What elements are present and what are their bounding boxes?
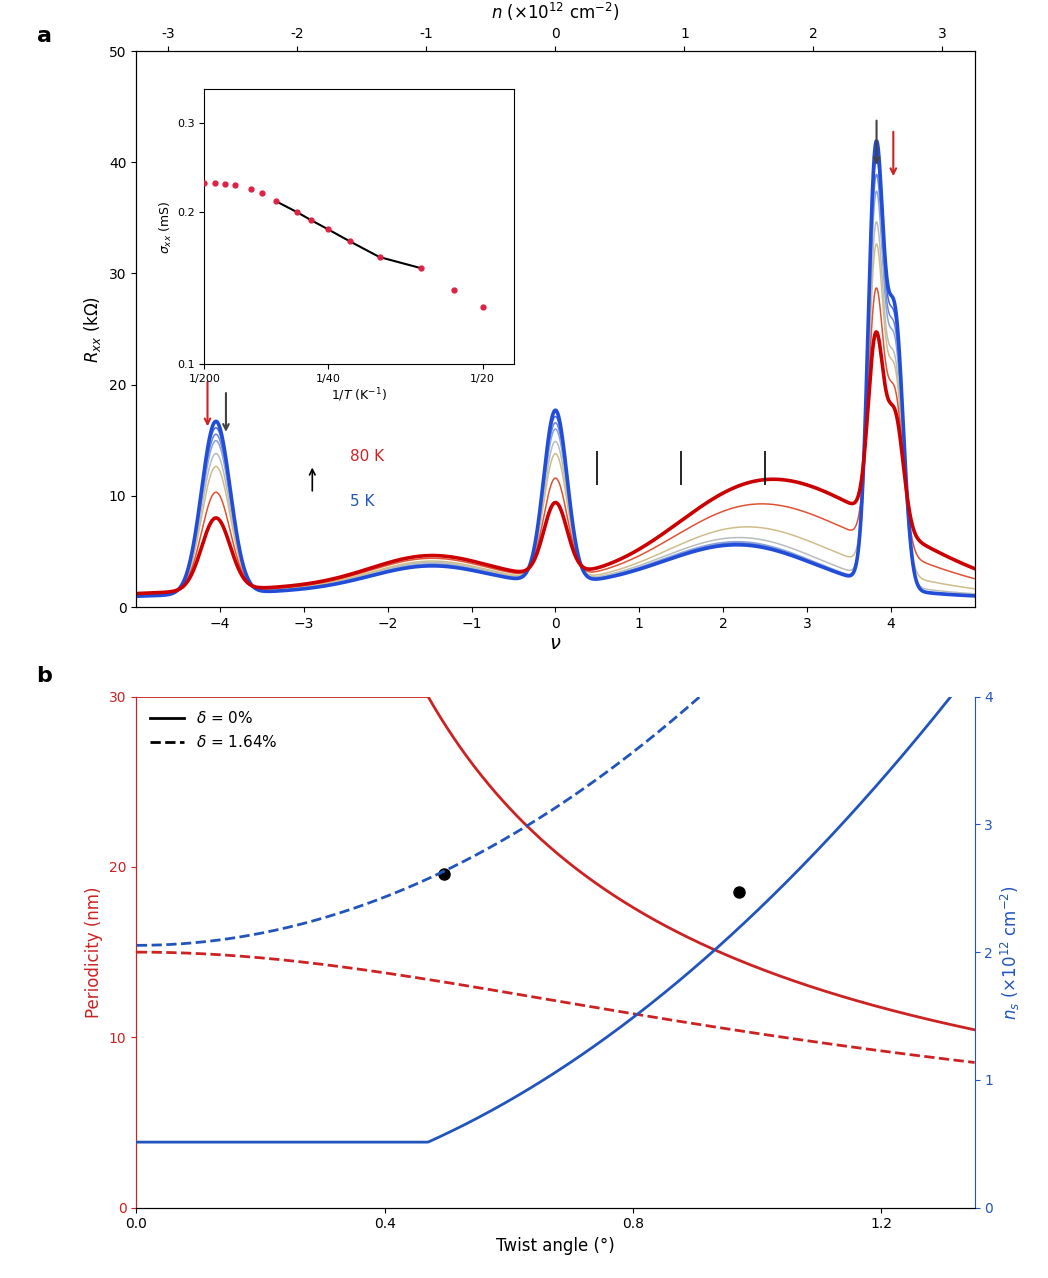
Y-axis label: Periodicity (nm): Periodicity (nm): [85, 887, 104, 1017]
Y-axis label: $n_s$ ($\times$10$^{12}$ cm$^{-2}$): $n_s$ ($\times$10$^{12}$ cm$^{-2}$): [999, 884, 1022, 1020]
X-axis label: $\nu$: $\nu$: [549, 634, 562, 653]
X-axis label: Twist angle (°): Twist angle (°): [496, 1237, 615, 1255]
X-axis label: $1/T$ (K$^{-1}$): $1/T$ (K$^{-1}$): [331, 387, 387, 404]
Y-axis label: $R_{xx}$ (k$\Omega$): $R_{xx}$ (k$\Omega$): [83, 295, 104, 363]
Text: 80 K: 80 K: [350, 450, 385, 464]
Legend: $\delta$ = 0%, $\delta$ = 1.64%: $\delta$ = 0%, $\delta$ = 1.64%: [144, 704, 283, 757]
Text: b: b: [37, 666, 52, 686]
Text: 5 K: 5 K: [350, 493, 374, 509]
Text: a: a: [38, 26, 52, 46]
X-axis label: $n$ ($\times$10$^{12}$ cm$^{-2}$): $n$ ($\times$10$^{12}$ cm$^{-2}$): [492, 1, 619, 23]
Y-axis label: $\sigma_{xx}$ (mS): $\sigma_{xx}$ (mS): [158, 201, 174, 253]
